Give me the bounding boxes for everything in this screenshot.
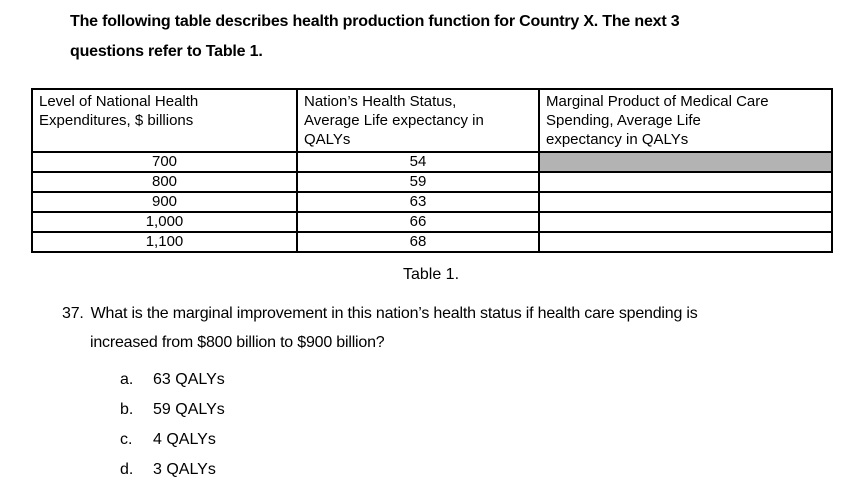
instruction-line2: questions refer to Table 1. xyxy=(70,43,263,60)
table-caption: Table 1. xyxy=(402,266,460,283)
shaded-cell xyxy=(538,151,833,173)
option-d-text: 3 QALYs xyxy=(153,461,216,478)
health-status-cell: 63 xyxy=(296,191,540,213)
health-status-cell: 66 xyxy=(296,211,540,233)
health-status-cell: 54 xyxy=(296,151,540,173)
health-production-table: Level of National Health Expenditures, $… xyxy=(31,88,833,253)
expenditure-cell: 1,100 xyxy=(31,231,298,253)
expenditure-cell: 700 xyxy=(31,151,298,173)
question-line2: increased from $800 billion to $900 bill… xyxy=(90,334,385,351)
expenditure-cell: 800 xyxy=(31,171,298,193)
marginal-product-cell xyxy=(538,231,833,253)
option-d-label: d. xyxy=(120,461,134,478)
marginal-product-cell xyxy=(538,171,833,193)
col-header-expenditures: Level of National Health Expenditures, $… xyxy=(31,88,298,153)
instruction-line1: The following table describes health pro… xyxy=(70,13,680,30)
table-row: 700 54 xyxy=(31,151,833,173)
table-row: 900 63 xyxy=(31,191,833,213)
option-b: b. 59 QALYs xyxy=(120,395,698,425)
option-a-label: a. xyxy=(120,371,134,388)
marginal-product-cell xyxy=(538,191,833,213)
table-row: 1,000 66 xyxy=(31,211,833,233)
option-a-text: 63 QALYs xyxy=(153,371,225,388)
expenditure-cell: 900 xyxy=(31,191,298,213)
question-block: 37. What is the marginal improvement in t… xyxy=(62,304,698,485)
option-a: a. 63 QALYs xyxy=(120,365,698,395)
health-status-cell: 68 xyxy=(296,231,540,253)
question-text: What is the marginal improvement in this… xyxy=(90,305,698,322)
expenditure-cell: 1,000 xyxy=(31,211,298,233)
option-c-text: 4 QALYs xyxy=(153,431,216,448)
health-status-cell: 59 xyxy=(296,171,540,193)
table-row: 800 59 xyxy=(31,171,833,193)
option-c-label: c. xyxy=(120,431,133,448)
col-header-marginal-product: Marginal Product of Medical Care Spendin… xyxy=(538,88,833,153)
option-b-label: b. xyxy=(120,401,134,418)
option-b-text: 59 QALYs xyxy=(153,401,225,418)
question-line1: 37. What is the marginal improvement in t… xyxy=(62,304,698,324)
instruction-text: The following table describes health pro… xyxy=(70,7,680,67)
option-c: c. 4 QALYs xyxy=(120,425,698,455)
table-row: 1,100 68 xyxy=(31,231,833,253)
marginal-product-cell xyxy=(538,211,833,233)
table-header-row: Level of National Health Expenditures, $… xyxy=(31,88,833,153)
option-d: d. 3 QALYs xyxy=(120,455,698,485)
col-header-health-status: Nation’s Health Status, Average Life exp… xyxy=(296,88,540,153)
question-number: 37. xyxy=(62,305,84,322)
answer-options: a. 63 QALYs b. 59 QALYs c. 4 QALYs d. 3 QALY… xyxy=(120,365,698,485)
